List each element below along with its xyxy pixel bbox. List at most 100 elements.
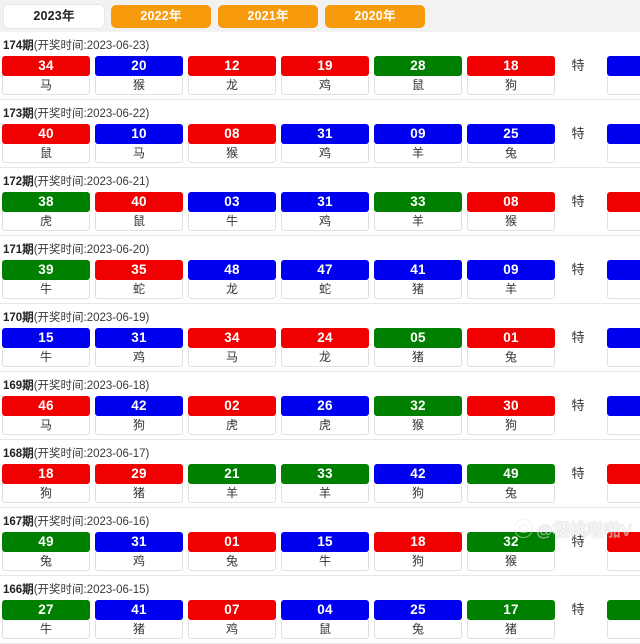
special-ball-label: 特 <box>571 466 585 481</box>
special-ball-label: 特 <box>571 330 585 345</box>
year-tab-2021[interactable]: 2021年 <box>218 4 318 28</box>
draw-row: 172期(开奖时间:2023-06-21) 38 虎 40 鼠 03 牛 31 鸡 33 羊 08 猴特… <box>0 168 640 236</box>
draw-period: 173期 <box>3 108 34 120</box>
draw-date: (开奖时间:2023-06-22) <box>33 108 150 120</box>
ball-number: 49 <box>2 532 90 552</box>
ball-zodiac: 狗 <box>607 620 640 639</box>
year-tab-2020[interactable]: 2020年 <box>325 4 425 28</box>
ball-number: 03 <box>188 192 276 212</box>
normal-ball: 10 马 <box>95 124 183 163</box>
ball-number: 01 <box>188 532 276 552</box>
ball-number: 15 <box>281 532 369 552</box>
normal-ball: 41 猪 <box>374 260 462 299</box>
normal-ball: 05 猪 <box>374 328 462 367</box>
ball-number: 10 <box>607 260 640 280</box>
year-tab-2022[interactable]: 2022年 <box>111 4 211 28</box>
ball-row: 27牛41猪07鸡04鼠25兔17猪特06狗 <box>0 600 640 643</box>
normal-ball: 42 狗 <box>374 464 462 503</box>
normal-ball: 31 鸡 <box>281 124 369 163</box>
ball-zodiac: 牛 <box>188 212 276 231</box>
ball-number: 32 <box>374 396 462 416</box>
ball-row: 40鼠10马08猴31鸡09羊25兔特36龙 <box>0 124 640 167</box>
year-tab-bar: 2023年 2022年 2021年 2020年 <box>0 0 640 32</box>
ball-zodiac: 兔 <box>467 484 555 503</box>
normal-ball: 24 龙 <box>281 328 369 367</box>
ball-number: 42 <box>374 464 462 484</box>
draw-row: 168期(开奖时间:2023-06-17) 18 狗 29 猪 21 羊 33 羊 42 狗 49 兔特… <box>0 440 640 508</box>
ball-number: 18 <box>374 532 462 552</box>
normal-ball: 33 羊 <box>281 464 369 503</box>
ball-number: 35 <box>95 260 183 280</box>
ball-zodiac: 牛 <box>2 348 90 367</box>
draw-period: 171期 <box>3 244 34 256</box>
ball-zodiac: 羊 <box>281 484 369 503</box>
ball-zodiac: 龙 <box>607 484 640 503</box>
ball-zodiac: 鼠 <box>607 416 640 435</box>
normal-ball: 12 龙 <box>188 56 276 95</box>
normal-ball: 18 狗 <box>467 56 555 95</box>
special-ball: 06狗 <box>607 600 640 639</box>
special-ball: 12龙 <box>607 192 640 231</box>
ball-zodiac: 猪 <box>374 280 462 299</box>
ball-zodiac: 猴 <box>467 552 555 571</box>
ball-number: 48 <box>188 260 276 280</box>
special-ball: 10马 <box>607 260 640 299</box>
ball-zodiac: 鸡 <box>281 212 369 231</box>
ball-number: 30 <box>467 396 555 416</box>
normal-ball: 03 牛 <box>188 192 276 231</box>
ball-number: 31 <box>95 328 183 348</box>
draw-period: 174期 <box>3 40 34 52</box>
normal-ball: 01 兔 <box>188 532 276 571</box>
ball-zodiac: 猴 <box>95 76 183 95</box>
special-ball: 10马 <box>607 328 640 367</box>
special-ball: 41猪 <box>607 56 640 95</box>
ball-number: 36 <box>607 124 640 144</box>
ball-zodiac: 牛 <box>2 620 90 639</box>
ball-number: 12 <box>188 56 276 76</box>
special-ball: 12龙 <box>607 464 640 503</box>
normal-ball: 17 猪 <box>467 600 555 639</box>
special-ball: 46马 <box>607 532 640 571</box>
draw-date: (开奖时间:2023-06-20) <box>33 244 150 256</box>
normal-ball: 18 狗 <box>2 464 90 503</box>
ball-row: 39牛35蛇48龙47蛇41猪09羊特10马 <box>0 260 640 303</box>
ball-number: 34 <box>2 56 90 76</box>
ball-number: 34 <box>188 328 276 348</box>
ball-number: 42 <box>95 396 183 416</box>
ball-zodiac: 猪 <box>95 620 183 639</box>
ball-zodiac: 马 <box>2 416 90 435</box>
ball-row: 38虎40鼠03牛31鸡33羊08猴特12龙 <box>0 192 640 235</box>
ball-number: 29 <box>95 464 183 484</box>
ball-zodiac: 龙 <box>281 348 369 367</box>
draw-row: 173期(开奖时间:2023-06-22) 40 鼠 10 马 08 猴 31 鸡 09 羊 25 兔特… <box>0 100 640 168</box>
ball-zodiac: 猪 <box>607 76 640 95</box>
draw-row: 169期(开奖时间:2023-06-18) 46 马 42 狗 02 虎 26 虎 32 猴 30 狗特… <box>0 372 640 440</box>
draw-date: (开奖时间:2023-06-18) <box>33 380 150 392</box>
draw-period: 169期 <box>3 380 34 392</box>
normal-ball: 25 兔 <box>467 124 555 163</box>
ball-zodiac: 蛇 <box>281 280 369 299</box>
ball-number: 01 <box>467 328 555 348</box>
normal-ball: 07 鸡 <box>188 600 276 639</box>
ball-number: 39 <box>2 260 90 280</box>
normal-ball: 35 蛇 <box>95 260 183 299</box>
special-ball: 36龙 <box>607 124 640 163</box>
ball-zodiac: 狗 <box>467 416 555 435</box>
ball-number: 15 <box>2 328 90 348</box>
ball-zodiac: 鸡 <box>281 76 369 95</box>
normal-ball: 02 虎 <box>188 396 276 435</box>
ball-number: 09 <box>374 124 462 144</box>
year-tab-2023[interactable]: 2023年 <box>4 4 104 28</box>
normal-ball: 25 兔 <box>374 600 462 639</box>
ball-number: 32 <box>467 532 555 552</box>
ball-zodiac: 羊 <box>188 484 276 503</box>
draw-date: (开奖时间:2023-06-21) <box>33 176 150 188</box>
normal-ball: 30 狗 <box>467 396 555 435</box>
draw-row: 167期(开奖时间:2023-06-16) 49 兔 31 鸡 01 兔 15 牛 18 狗 32 猴特… <box>0 508 640 576</box>
draw-row: 166期(开奖时间:2023-06-15) 27 牛 41 猪 07 鸡 04 鼠 25 兔 17 猪特… <box>0 576 640 644</box>
ball-zodiac: 龙 <box>188 76 276 95</box>
ball-zodiac: 鸡 <box>95 348 183 367</box>
ball-number: 31 <box>95 532 183 552</box>
normal-ball: 41 猪 <box>95 600 183 639</box>
ball-zodiac: 虎 <box>2 212 90 231</box>
